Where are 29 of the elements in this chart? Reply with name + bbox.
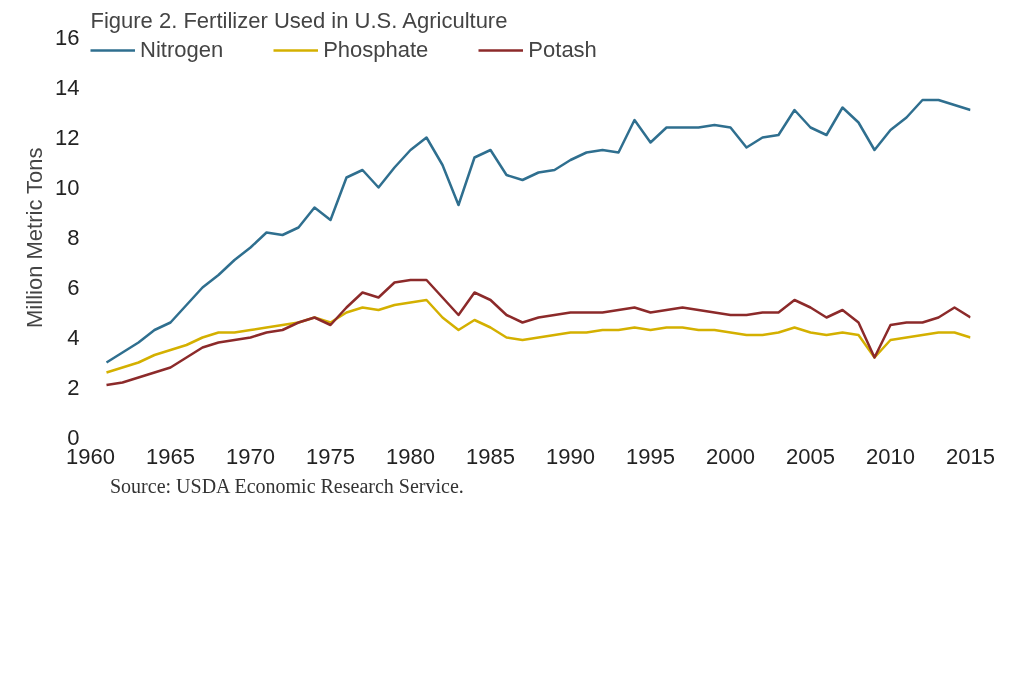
y-tick-label: 0 (67, 425, 80, 450)
x-tick-label: 1990 (546, 443, 595, 469)
legend-label: Potash (528, 37, 597, 63)
line-series (105, 298, 971, 374)
y-tick-label: 14 (55, 75, 80, 100)
x-tick-label: 2005 (786, 443, 835, 469)
legend-label: Phosphate (323, 37, 429, 63)
x-tick-label: 1970 (226, 443, 275, 469)
y-tick-label: 6 (67, 275, 80, 300)
y-tick-label: 16 (55, 25, 80, 50)
y-tick-label: 8 (67, 225, 80, 250)
line-series (105, 278, 971, 387)
x-tick-label: 2015 (946, 443, 995, 469)
chart-title: Figure 2. Fertilizer Used in U.S. Agriculture (90, 7, 508, 33)
x-tick-label: 1975 (306, 443, 355, 469)
x-tick-label: 2010 (866, 443, 915, 469)
y-axis-title: Million Metric Tons (22, 147, 48, 328)
y-tick-label: 12 (55, 125, 80, 150)
x-tick-label: 1985 (466, 443, 515, 469)
x-tick-label: 1965 (146, 443, 195, 469)
x-tick-label: 1995 (626, 443, 675, 469)
line-series (105, 98, 971, 364)
legend-label: Nitrogen (140, 37, 224, 63)
source-note: Source: USDA Economic Research Service. (110, 474, 464, 499)
x-tick-label: 1980 (386, 443, 435, 469)
y-tick-label: 10 (55, 175, 80, 200)
y-tick-label: 4 (67, 325, 80, 350)
x-tick-label: 2000 (706, 443, 755, 469)
y-tick-label: 2 (67, 375, 80, 400)
